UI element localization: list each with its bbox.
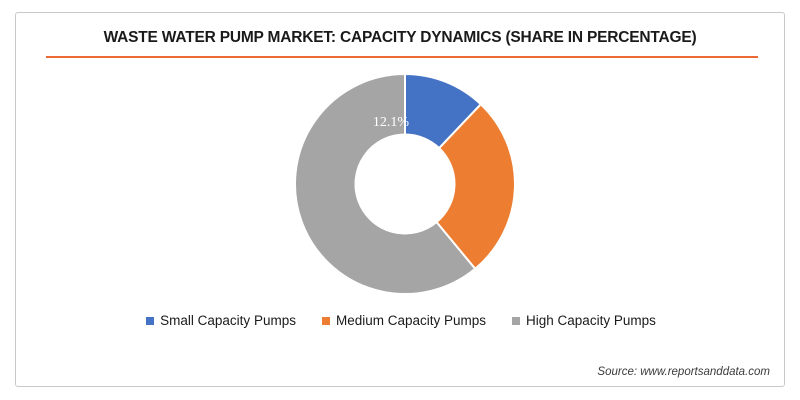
page-title: WASTE WATER PUMP MARKET: CAPACITY DYNAMI… [103,29,697,46]
square-swatch-icon [146,316,155,325]
donut-slice[interactable] [294,72,477,295]
legend-item-medium-capacity-pumps[interactable]: Medium Capacity Pumps [321,313,487,328]
donut-slices [294,72,516,295]
donut-chart-svg [294,72,516,295]
chart-card: WASTE WATER PUMP MARKET: CAPACITY DYNAMI… [15,12,785,387]
source-note: Source: www.reportsanddata.com [597,366,770,378]
legend-item-small-capacity-pumps[interactable]: Small Capacity Pumps [146,313,296,328]
square-swatch-icon [321,316,330,325]
data-label-small-capacity-pumps: 12.1% [372,115,410,130]
legend-item-high-capacity-pumps[interactable]: High Capacity Pumps [512,313,656,328]
square-swatch-icon [512,316,521,325]
legend-label: High Capacity Pumps [526,313,656,328]
chart-legend: Small Capacity Pumps Medium Capacity Pum… [16,313,786,328]
legend-label: Small Capacity Pumps [160,313,296,328]
title-divider [46,56,758,58]
legend-label: Medium Capacity Pumps [335,313,487,328]
donut-chart-area: 12.1% [16,59,786,311]
donut-slice[interactable] [435,102,516,271]
